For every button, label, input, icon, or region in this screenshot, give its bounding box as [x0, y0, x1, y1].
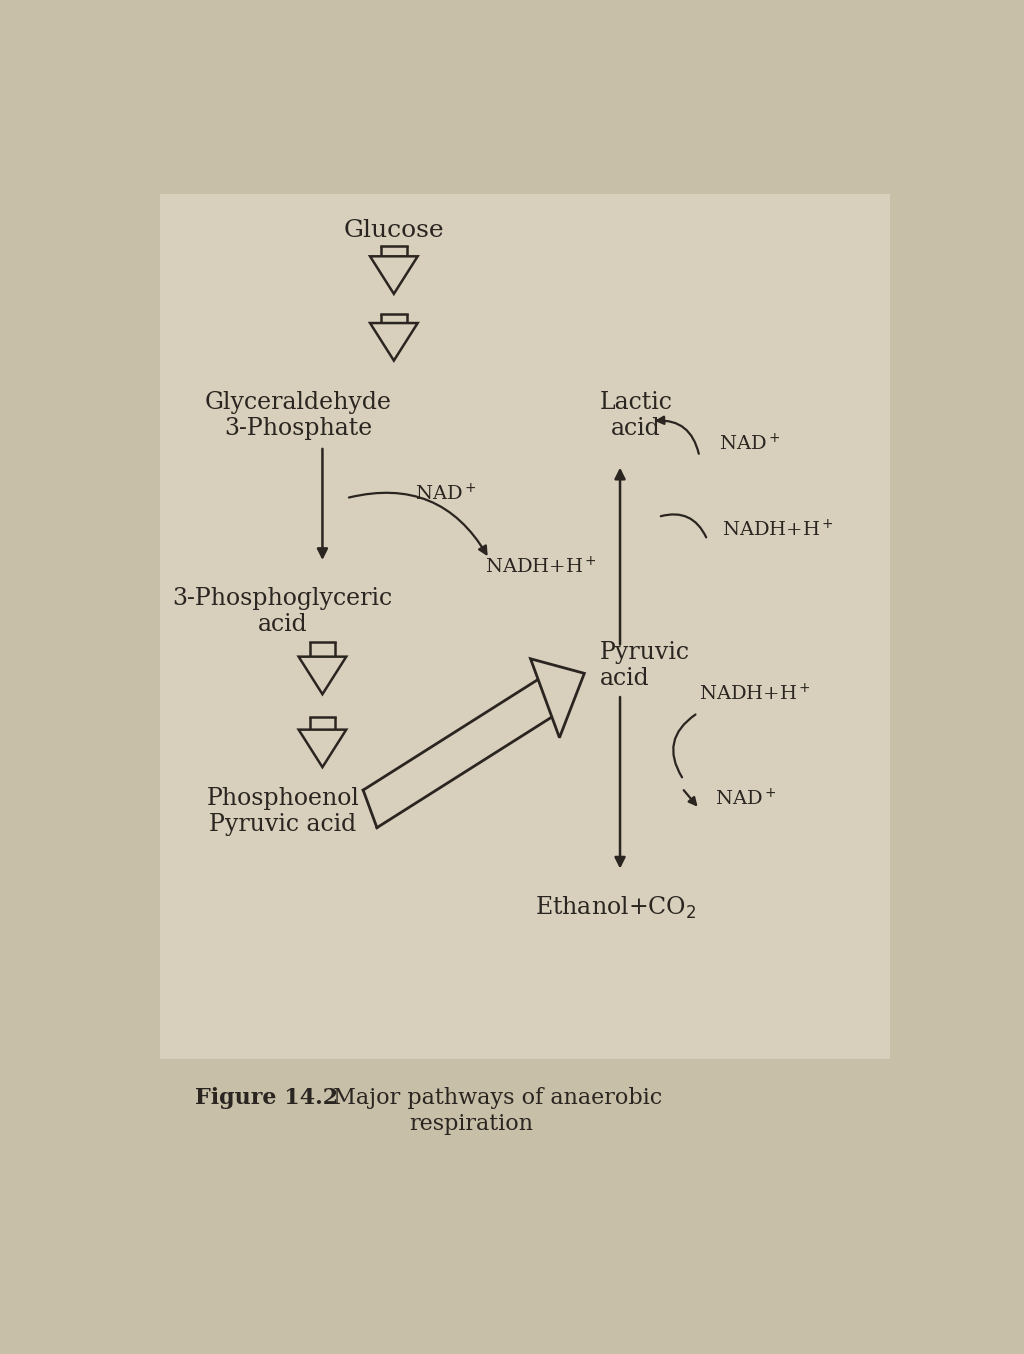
Polygon shape [370, 256, 418, 294]
Text: Pyruvic: Pyruvic [600, 640, 690, 663]
FancyArrowPatch shape [657, 417, 698, 454]
Polygon shape [370, 324, 418, 360]
FancyArrowPatch shape [660, 515, 707, 538]
Text: Figure 14.2: Figure 14.2 [196, 1087, 339, 1109]
Text: NAD$^+$: NAD$^+$ [719, 433, 781, 455]
FancyArrowPatch shape [349, 493, 486, 554]
Text: NADH+H$^+$: NADH+H$^+$ [722, 519, 834, 540]
Text: NADH+H$^+$: NADH+H$^+$ [699, 684, 811, 705]
Text: acid: acid [258, 613, 307, 636]
Text: NAD$^+$: NAD$^+$ [715, 788, 777, 810]
FancyBboxPatch shape [160, 194, 890, 1059]
Text: Pyruvic acid: Pyruvic acid [209, 812, 356, 835]
Text: Major pathways of anaerobic: Major pathways of anaerobic [327, 1087, 663, 1109]
Polygon shape [299, 657, 346, 695]
FancyArrowPatch shape [684, 791, 696, 804]
Text: 3-Phosphate: 3-Phosphate [224, 417, 373, 440]
Polygon shape [530, 659, 585, 738]
FancyArrowPatch shape [673, 715, 695, 777]
Text: Phosphoenol: Phosphoenol [206, 787, 359, 810]
Text: respiration: respiration [410, 1113, 534, 1135]
Text: 3-Phosphoglyceric: 3-Phosphoglyceric [173, 586, 393, 609]
Text: NAD$^+$: NAD$^+$ [415, 483, 476, 505]
Text: Glyceraldehyde: Glyceraldehyde [205, 391, 392, 414]
Text: Lactic: Lactic [599, 391, 673, 414]
Text: acid: acid [600, 668, 650, 691]
Text: acid: acid [611, 417, 660, 440]
Polygon shape [299, 730, 346, 768]
Text: Ethanol+CO$_2$: Ethanol+CO$_2$ [536, 895, 696, 921]
Text: NADH+H$^+$: NADH+H$^+$ [484, 556, 597, 578]
Text: Glucose: Glucose [343, 219, 444, 242]
